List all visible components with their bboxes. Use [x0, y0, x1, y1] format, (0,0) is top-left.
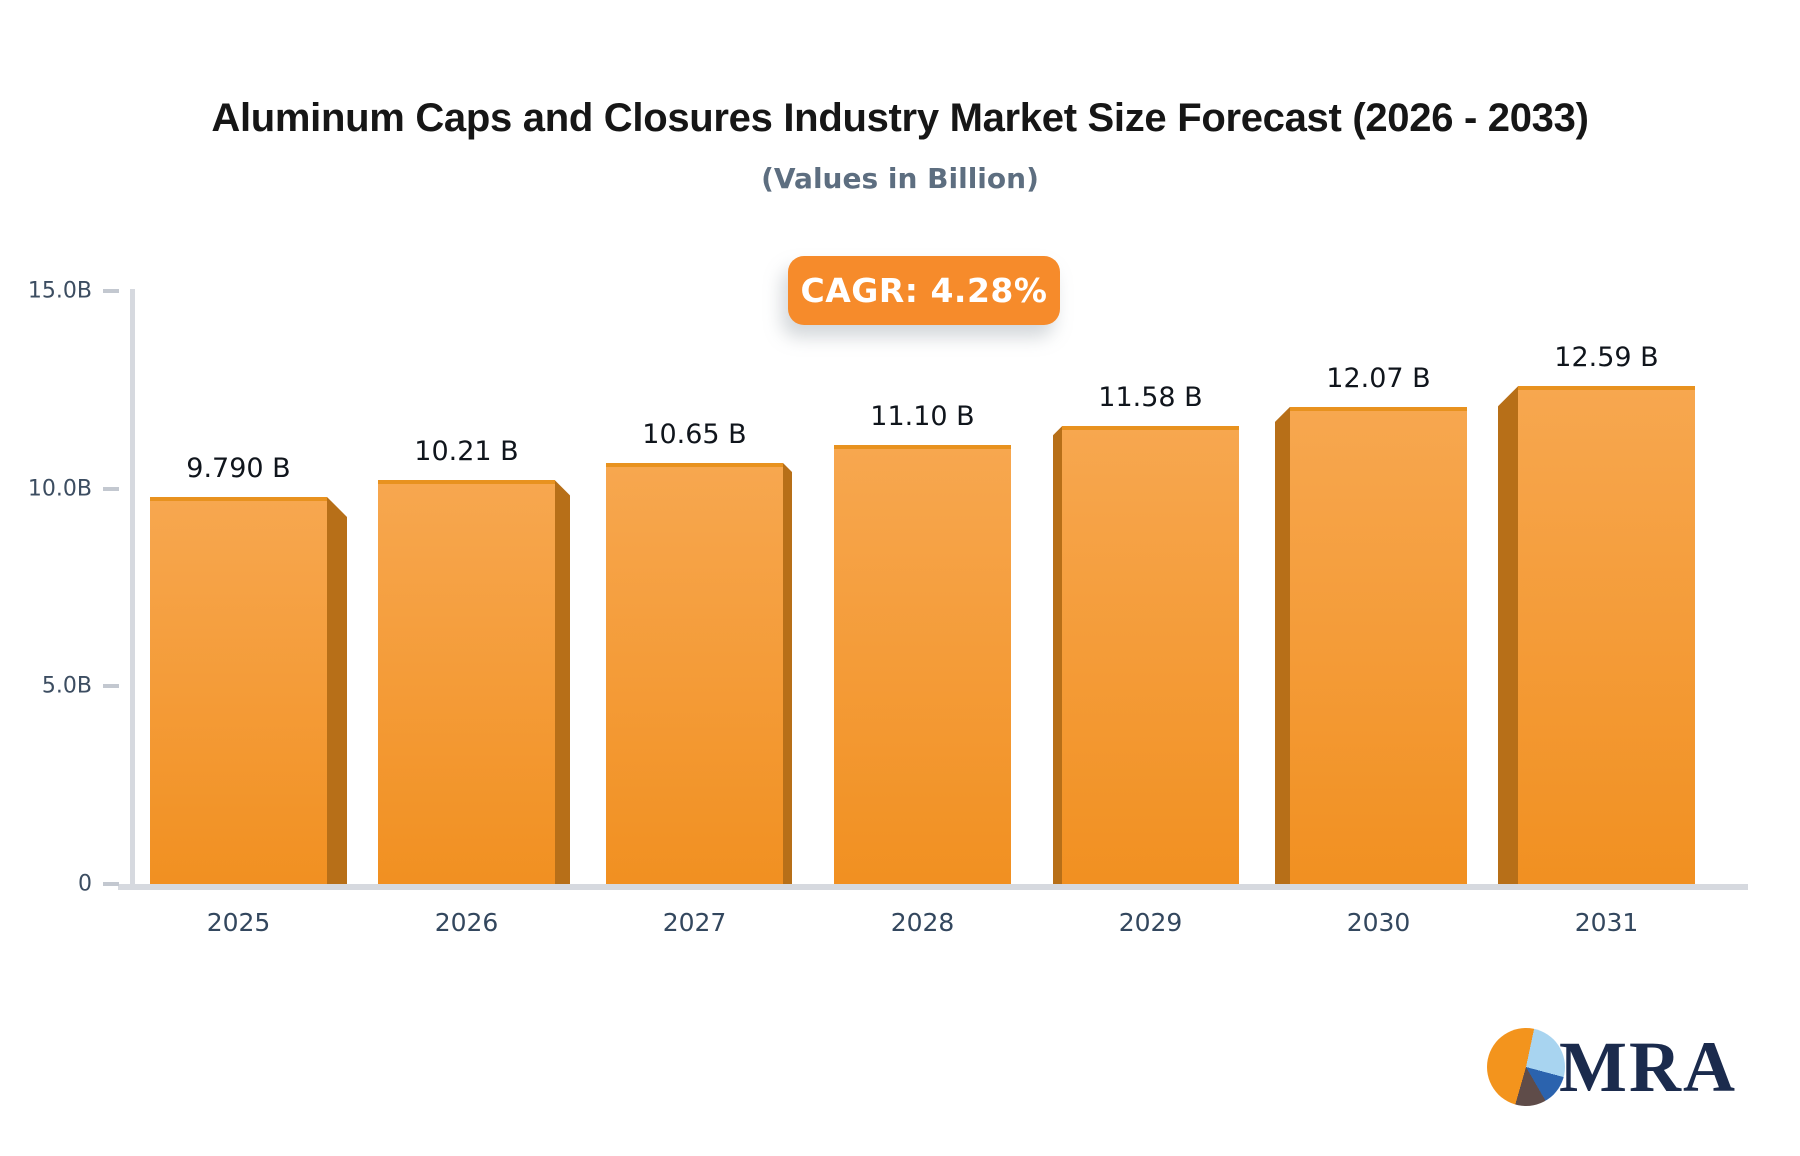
bar — [606, 462, 783, 884]
brand-name: MRA — [1559, 1027, 1737, 1107]
bar-side-face — [1498, 386, 1518, 884]
bar — [1290, 406, 1467, 884]
bar — [378, 480, 555, 884]
y-tick-dash — [103, 486, 119, 491]
pie-chart-logo-icon — [1487, 1028, 1565, 1106]
x-tick-label: 2025 — [206, 908, 271, 937]
chart-subtitle: (Values in Billion) — [761, 162, 1039, 195]
y-tick-dash — [103, 684, 119, 689]
brand-logo: MRA — [1487, 1028, 1737, 1106]
chart-title: Aluminum Caps and Closures Industry Mark… — [211, 96, 1589, 140]
y-tick-label: 10.0B — [27, 476, 92, 502]
bar — [1062, 426, 1239, 884]
y-tick-dash — [103, 289, 119, 293]
bar-side-face — [1275, 406, 1290, 884]
x-tick-label: 2026 — [434, 908, 499, 937]
bar-side-face — [327, 496, 347, 884]
x-tick-label: 2028 — [890, 908, 955, 937]
y-tick-label: 15.0B — [27, 278, 92, 304]
bar-value-label: 10.65 B — [642, 418, 747, 450]
x-tick-label: 2029 — [1118, 908, 1183, 937]
y-tick-dash — [103, 882, 119, 886]
x-axis-line — [118, 884, 1748, 890]
x-tick-label: 2027 — [662, 908, 727, 937]
y-tick-label: 0 — [78, 871, 92, 897]
cagr-badge: CAGR: 4.28% — [788, 256, 1060, 325]
bar-value-label: 12.59 B — [1554, 342, 1659, 374]
bar-value-label: 9.790 B — [186, 452, 291, 484]
x-tick-label: 2030 — [1346, 908, 1411, 937]
bar-side-face — [783, 462, 792, 884]
bar-side-face — [555, 480, 570, 884]
bar-value-label: 11.58 B — [1098, 382, 1203, 414]
y-axis-line — [130, 289, 135, 890]
bar-value-label: 10.21 B — [414, 436, 519, 468]
bar-value-label: 11.10 B — [870, 401, 975, 433]
x-tick-label: 2031 — [1574, 908, 1639, 937]
bar — [834, 445, 1011, 884]
bar-side-face — [1053, 426, 1062, 884]
bar — [150, 496, 327, 884]
y-tick-label: 5.0B — [41, 673, 92, 699]
bar — [1518, 386, 1695, 884]
bar-value-label: 12.07 B — [1326, 362, 1431, 394]
